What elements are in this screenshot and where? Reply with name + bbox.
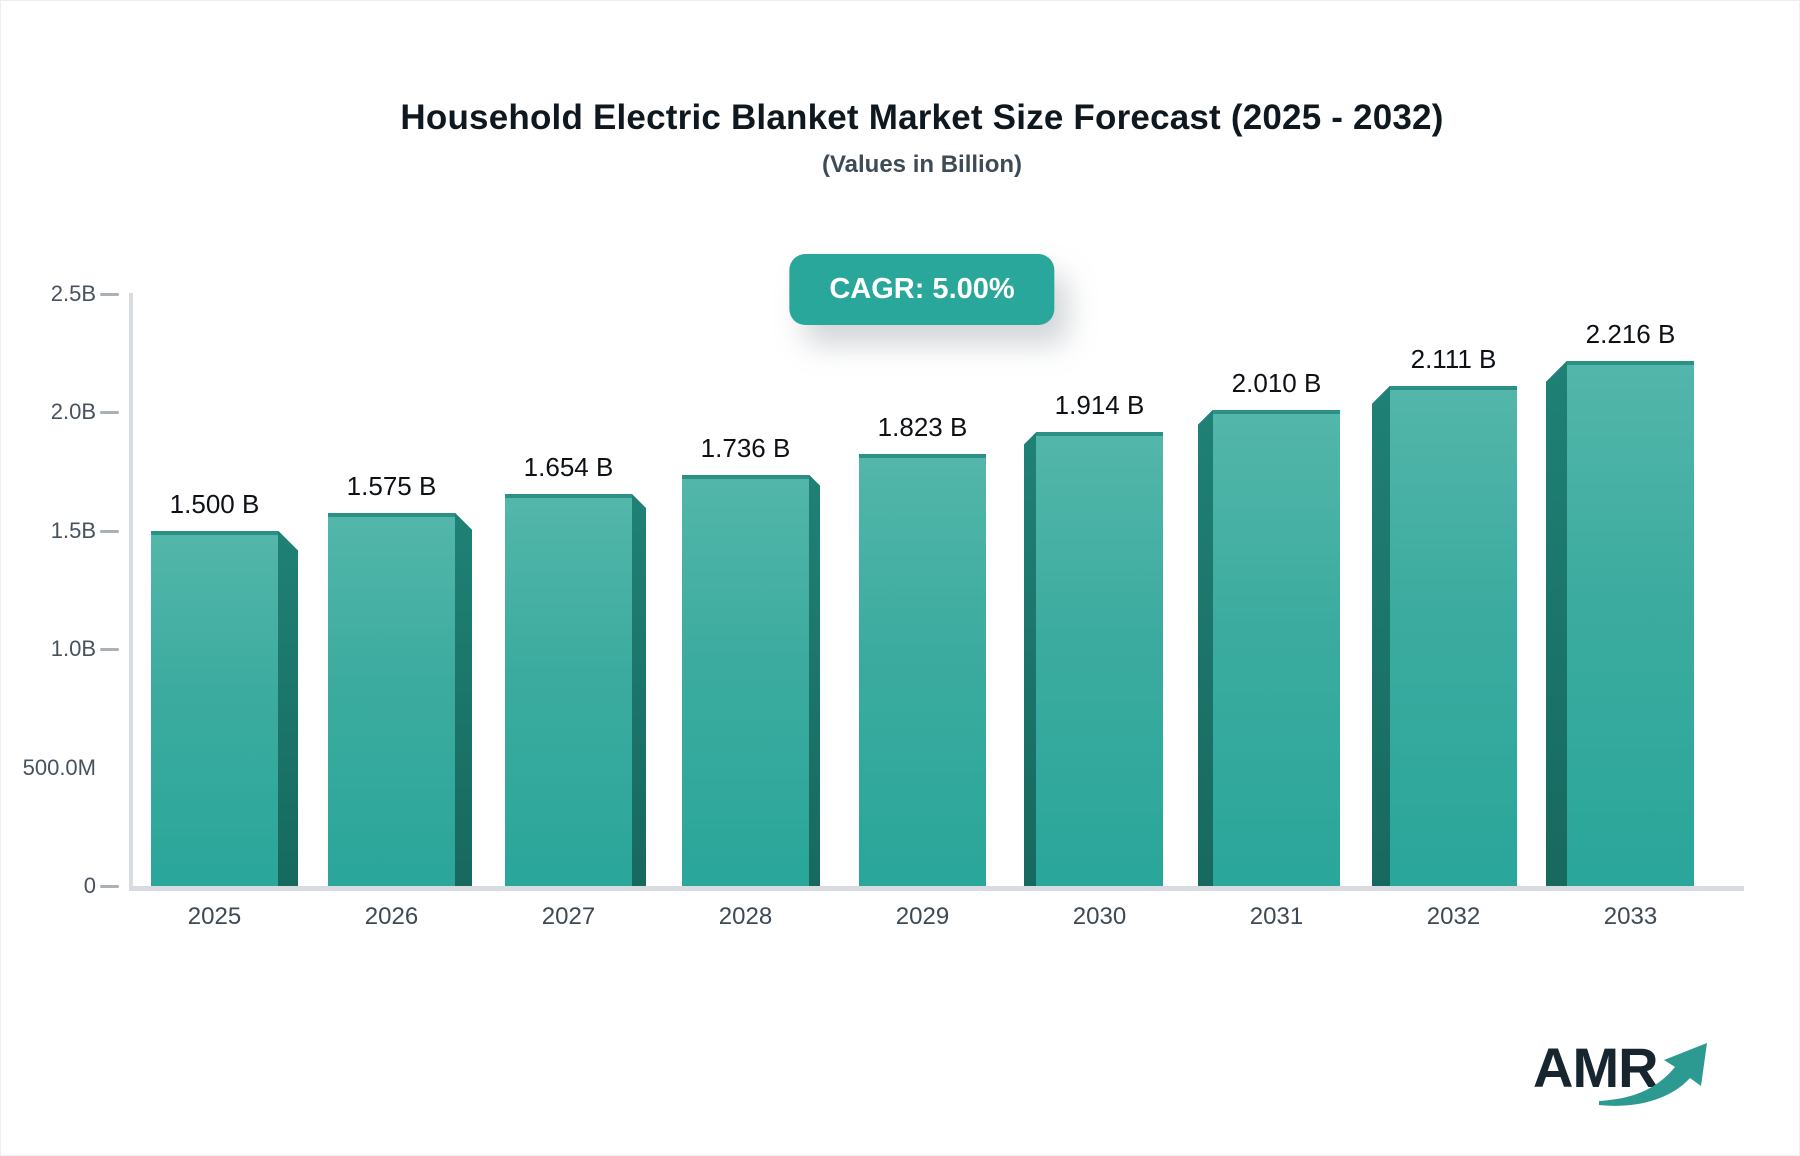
x-tick-label-2028: 2028 bbox=[718, 903, 773, 930]
y-tick-label: 2.5B bbox=[50, 280, 96, 306]
bar-2033[interactable] bbox=[1567, 360, 1694, 886]
y-tick-mark bbox=[100, 529, 119, 533]
y-tick-label: 0 bbox=[83, 873, 96, 898]
x-axis-line bbox=[129, 886, 1744, 891]
bar-2027[interactable] bbox=[505, 494, 632, 886]
cagr-badge: CAGR: 5.00% bbox=[789, 254, 1055, 325]
y-tick-mark bbox=[100, 885, 119, 888]
bar-2030[interactable] bbox=[1036, 432, 1163, 886]
y-tick-mark bbox=[100, 411, 119, 414]
bar-side-2027 bbox=[632, 494, 646, 886]
x-tick-label-2026: 2026 bbox=[364, 903, 419, 930]
y-tick-mark bbox=[100, 648, 119, 651]
x-tick-label-2025: 2025 bbox=[187, 903, 242, 930]
bar-value-label-2033: 2.216 B bbox=[1585, 318, 1676, 349]
bar-value-label-2026: 1.575 B bbox=[346, 470, 437, 501]
y-tick-label: 500.0M bbox=[22, 754, 96, 780]
bar-side-2030 bbox=[1024, 432, 1036, 886]
bar-value-label-2027: 1.654 B bbox=[523, 452, 614, 482]
bar-2026[interactable] bbox=[328, 512, 455, 886]
bar-2029[interactable] bbox=[859, 453, 986, 886]
x-tick-label-2027: 2027 bbox=[541, 903, 596, 930]
bar-2032[interactable] bbox=[1390, 385, 1517, 886]
bar-value-label-2030: 1.914 B bbox=[1054, 390, 1145, 421]
bar-2025[interactable] bbox=[151, 530, 278, 886]
bar-value-label-2028: 1.736 B bbox=[700, 432, 791, 463]
bar-value-label-2029: 1.823 B bbox=[877, 411, 968, 442]
x-tick-label-2033: 2033 bbox=[1603, 903, 1658, 930]
chart-subtitle: (Values in Billion) bbox=[821, 151, 1023, 178]
y-tick-label: 1.5B bbox=[50, 517, 96, 543]
growth-arrow-icon bbox=[1599, 1043, 1707, 1106]
bar-side-2033 bbox=[1546, 360, 1567, 886]
y-axis-line bbox=[129, 293, 133, 891]
y-tick-mark bbox=[100, 292, 119, 296]
y-tick-label: 2.0B bbox=[50, 399, 96, 424]
bar-value-label-2031: 2.010 B bbox=[1231, 367, 1322, 398]
y-tick-label: 1.0B bbox=[50, 636, 96, 661]
bar-side-2028 bbox=[809, 474, 820, 886]
amr-logo[interactable]: AMR bbox=[1529, 1033, 1729, 1123]
bar-2031[interactable] bbox=[1213, 409, 1340, 886]
bar-value-label-2032: 2.111 B bbox=[1410, 343, 1497, 374]
chart-title: Household Electric Blanket Market Size F… bbox=[400, 98, 1444, 137]
x-tick-label-2029: 2029 bbox=[895, 903, 950, 930]
x-tick-label-2030: 2030 bbox=[1072, 903, 1127, 930]
amr-logo-text: AMR bbox=[1533, 1036, 1659, 1099]
bar-side-2026 bbox=[455, 512, 472, 886]
bar-side-2032 bbox=[1372, 385, 1390, 886]
bar-2028[interactable] bbox=[682, 474, 809, 886]
bar-value-label-2025: 1.500 B bbox=[169, 488, 260, 519]
x-tick-label-2032: 2032 bbox=[1426, 903, 1481, 930]
bar-side-2025 bbox=[278, 530, 298, 886]
bar-side-2031 bbox=[1198, 409, 1213, 886]
x-tick-label-2031: 2031 bbox=[1249, 903, 1304, 930]
